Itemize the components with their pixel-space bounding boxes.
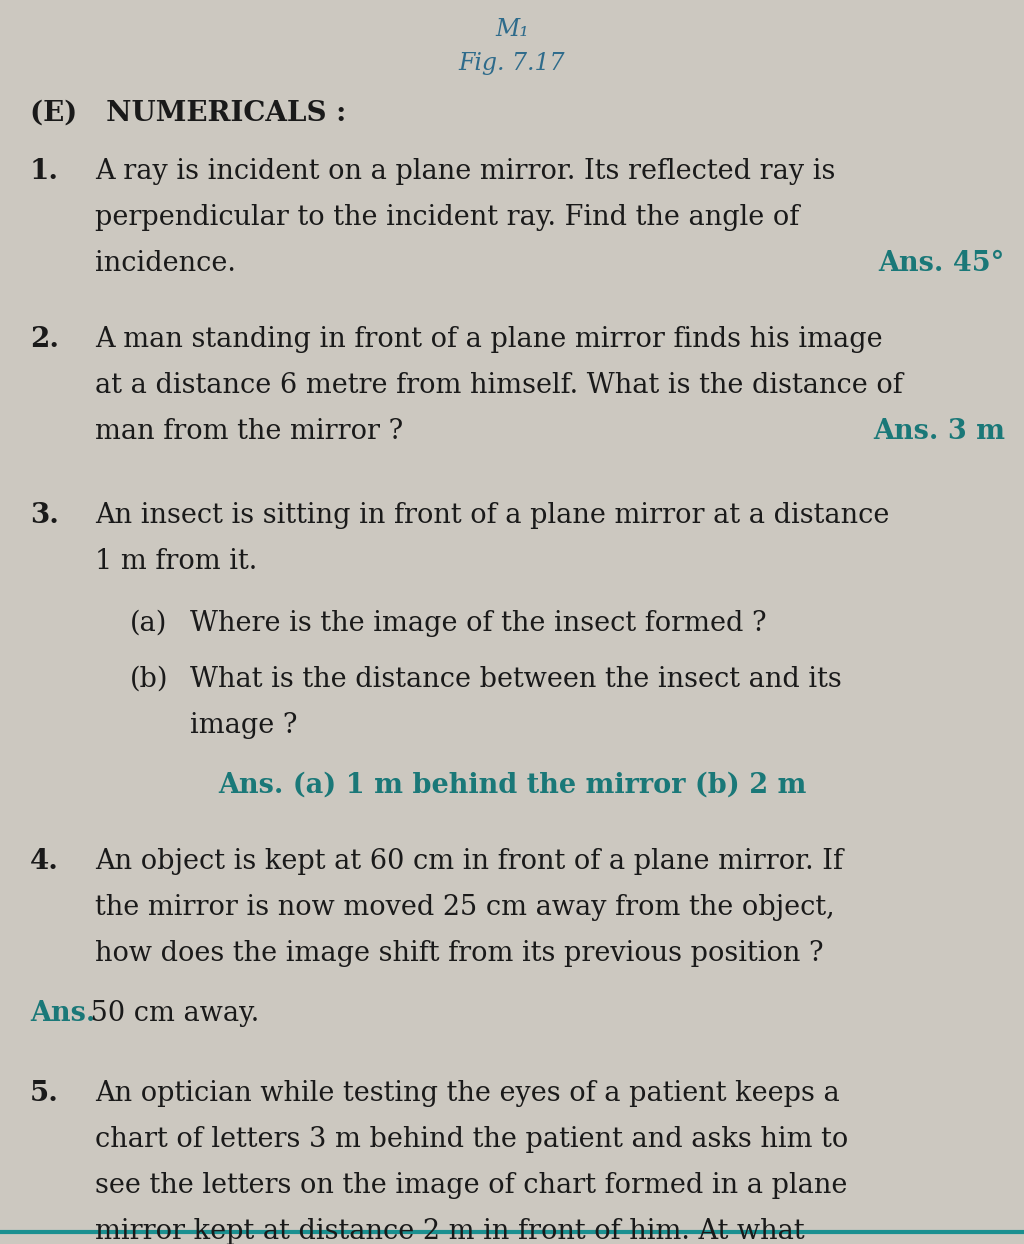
Text: A ray is incident on a plane mirror. Its reflected ray is: A ray is incident on a plane mirror. Its… — [95, 158, 836, 185]
Text: (a): (a) — [130, 610, 167, 637]
Text: An insect is sitting in front of a plane mirror at a distance: An insect is sitting in front of a plane… — [95, 503, 890, 529]
Text: 3.: 3. — [30, 503, 58, 529]
Text: Ans. 45°: Ans. 45° — [879, 250, 1005, 277]
Text: Ans. 3 m: Ans. 3 m — [873, 418, 1005, 445]
Text: 50 cm away.: 50 cm away. — [82, 1000, 259, 1028]
Text: 5.: 5. — [30, 1080, 58, 1107]
Text: What is the distance between the insect and its: What is the distance between the insect … — [190, 666, 842, 693]
Text: image ?: image ? — [190, 712, 298, 739]
Text: see the letters on the image of chart formed in a plane: see the letters on the image of chart fo… — [95, 1172, 848, 1199]
Text: man from the mirror ?: man from the mirror ? — [95, 418, 403, 445]
Text: Ans.: Ans. — [30, 1000, 95, 1028]
Text: An optician while testing the eyes of a patient keeps a: An optician while testing the eyes of a … — [95, 1080, 840, 1107]
Text: M₁: M₁ — [496, 17, 528, 41]
Text: 1.: 1. — [30, 158, 59, 185]
Text: mirror kept at distance 2 m in front of him. At what: mirror kept at distance 2 m in front of … — [95, 1218, 805, 1244]
Text: An object is kept at 60 cm in front of a plane mirror. If: An object is kept at 60 cm in front of a… — [95, 848, 843, 875]
Text: how does the image shift from its previous position ?: how does the image shift from its previo… — [95, 940, 823, 967]
Text: 4.: 4. — [30, 848, 58, 875]
Text: chart of letters 3 m behind the patient and asks him to: chart of letters 3 m behind the patient … — [95, 1126, 848, 1153]
Text: the mirror is now moved 25 cm away from the object,: the mirror is now moved 25 cm away from … — [95, 894, 835, 921]
Text: Ans. (a) 1 m behind the mirror (b) 2 m: Ans. (a) 1 m behind the mirror (b) 2 m — [218, 773, 806, 799]
Text: A man standing in front of a plane mirror finds his image: A man standing in front of a plane mirro… — [95, 326, 883, 353]
Text: perpendicular to the incident ray. Find the angle of: perpendicular to the incident ray. Find … — [95, 204, 800, 231]
Text: (E)   NUMERICALS :: (E) NUMERICALS : — [30, 100, 346, 127]
Text: (b): (b) — [130, 666, 169, 693]
Text: 1 m from it.: 1 m from it. — [95, 549, 257, 575]
Text: at a distance 6 metre from himself. What is the distance of: at a distance 6 metre from himself. What… — [95, 372, 903, 399]
Text: Where is the image of the insect formed ?: Where is the image of the insect formed … — [190, 610, 767, 637]
Text: 2.: 2. — [30, 326, 59, 353]
Text: incidence.: incidence. — [95, 250, 236, 277]
Text: Fig. 7.17: Fig. 7.17 — [459, 52, 565, 75]
